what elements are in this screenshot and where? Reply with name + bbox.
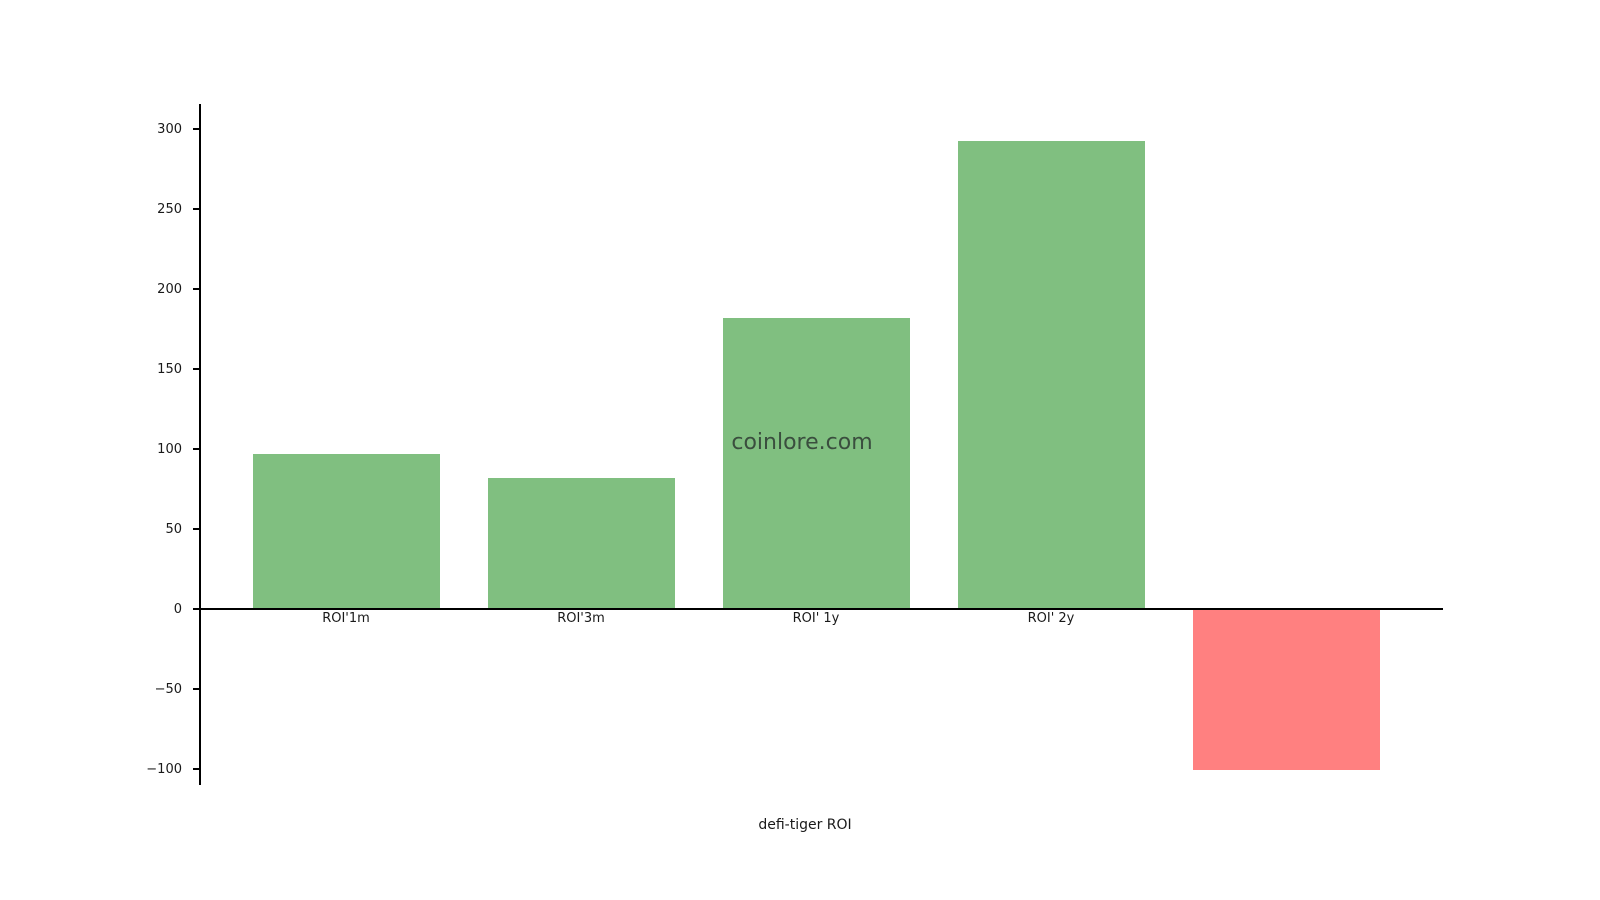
y-axis-tick — [193, 208, 199, 210]
roi-bar — [722, 318, 910, 608]
y-axis-spine — [199, 104, 201, 785]
y-axis-tick — [193, 768, 199, 770]
y-axis-tick-label: 150 — [157, 362, 182, 377]
chart-x-axis-title: defi-tiger ROI — [758, 817, 852, 833]
y-axis-tick-label: −50 — [154, 682, 182, 697]
roi-bar — [252, 454, 440, 608]
coinlore-watermark: coinlore.com — [731, 430, 873, 455]
y-axis-tick — [193, 608, 199, 610]
x-axis-category-label: ROI'3m — [557, 611, 605, 626]
x-axis-category-label: ROI' 1y — [792, 611, 840, 626]
y-axis-tick-label: 100 — [157, 442, 182, 457]
y-axis-tick-label: 250 — [157, 202, 182, 217]
y-axis-tick — [193, 368, 199, 370]
roi-bar — [487, 478, 675, 608]
y-axis-tick — [193, 288, 199, 290]
y-axis-tick-label: −100 — [146, 762, 182, 777]
y-axis-tick — [193, 448, 199, 450]
x-axis-baseline — [200, 608, 1443, 610]
y-axis-tick-label: 200 — [157, 282, 182, 297]
y-axis-tick-label: 0 — [173, 602, 182, 617]
y-axis-tick-label: 50 — [165, 522, 182, 537]
y-axis-tick-label: 300 — [157, 122, 182, 137]
y-axis-tick — [193, 688, 199, 690]
x-axis-category-label: ROI' 2y — [1027, 611, 1075, 626]
x-axis-category-label: ROI'1m — [322, 611, 370, 626]
roi-bar — [957, 140, 1145, 608]
roi-bar — [1192, 610, 1380, 770]
y-axis-tick — [193, 528, 199, 530]
y-axis-tick — [193, 128, 199, 130]
